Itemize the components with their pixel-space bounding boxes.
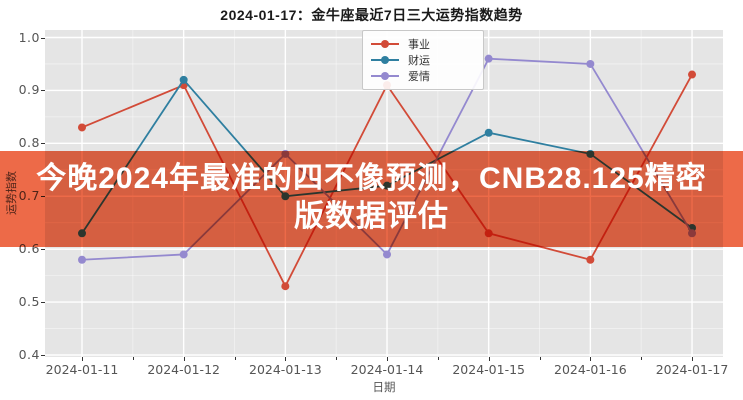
headline-line-1: 今晚2024年最准的四不像预测，CNB28.125精密 — [36, 162, 707, 195]
xtick-2024-01-15: 2024-01-15 — [452, 362, 525, 377]
ytick-1.0: 1.0 — [18, 29, 40, 45]
headline-line-2: 版数据评估 — [294, 200, 449, 233]
ytick-mark — [41, 90, 45, 92]
xtick-mark — [285, 357, 287, 361]
data-point-爱情-2024-01-14 — [383, 250, 392, 259]
xtick-mark — [590, 357, 592, 361]
xtick-mark — [82, 357, 83, 361]
xtick-2024-01-16: 2024-01-16 — [554, 362, 627, 377]
legend-marker-icon — [371, 56, 399, 64]
xtick-2024-01-13: 2024-01-13 — [249, 362, 322, 377]
legend-label: 事业 — [408, 39, 430, 51]
legend-item-事业: 事业 — [371, 36, 475, 52]
ytick-mark — [41, 37, 45, 39]
ytick-mark — [41, 143, 45, 145]
data-point-事业-2024-01-16 — [586, 255, 595, 264]
ytick-mark — [41, 249, 45, 251]
xtick-minor-mark — [437, 357, 439, 360]
legend-item-爱情: 爱情 — [371, 68, 475, 84]
xtick-mark — [183, 357, 185, 361]
xtick-mark — [488, 357, 490, 361]
xtick-minor-mark — [539, 357, 541, 360]
ytick-0.4: 0.4 — [18, 347, 40, 362]
data-point-爱情-2024-01-11 — [78, 255, 86, 264]
data-point-事业-2024-01-17 — [688, 70, 697, 79]
chart-title: 2024-01-17：金牛座最近7日三大运势指数趋势 — [220, 7, 523, 23]
x-axis-title: 日期 — [372, 382, 396, 394]
data-point-事业-2024-01-11 — [78, 123, 86, 132]
xtick-2024-01-11: 2024-01-11 — [45, 362, 119, 377]
data-point-财运-2024-01-15 — [484, 128, 493, 137]
xtick-2024-01-14: 2024-01-14 — [350, 362, 424, 377]
legend-label: 爱情 — [408, 71, 430, 83]
xtick-mark — [692, 357, 694, 361]
ytick-0.5: 0.5 — [18, 294, 40, 310]
data-point-财运-2024-01-12 — [179, 75, 188, 84]
chart-legend: 事业 财运 爱情 — [362, 30, 484, 90]
xtick-minor-mark — [132, 357, 134, 360]
xtick-minor-mark — [336, 357, 338, 360]
xtick-2024-01-17: 2024-01-17 — [655, 362, 729, 377]
legend-marker-icon — [371, 72, 399, 80]
xtick-mark — [387, 357, 388, 361]
data-point-爱情-2024-01-16 — [586, 59, 595, 68]
ytick-0.8: 0.8 — [18, 135, 40, 151]
ytick-mark — [41, 302, 45, 304]
legend-marker-icon — [371, 40, 399, 48]
data-point-爱情-2024-01-12 — [179, 250, 188, 259]
xtick-2024-01-12: 2024-01-12 — [147, 362, 220, 377]
data-point-爱情-2024-01-15 — [484, 54, 493, 63]
xtick-minor-mark — [641, 357, 643, 360]
ytick-mark — [41, 355, 45, 356]
legend-label: 财运 — [408, 55, 430, 67]
headline-banner-background — [0, 151, 743, 247]
ytick-0.9: 0.9 — [18, 82, 40, 98]
headline-banner: 今晚2024年最准的四不像预测，CNB28.125精密 版数据评估 — [0, 151, 743, 247]
legend-item-财运: 财运 — [371, 52, 475, 68]
xtick-minor-mark — [234, 357, 236, 360]
data-point-事业-2024-01-13 — [281, 282, 290, 291]
